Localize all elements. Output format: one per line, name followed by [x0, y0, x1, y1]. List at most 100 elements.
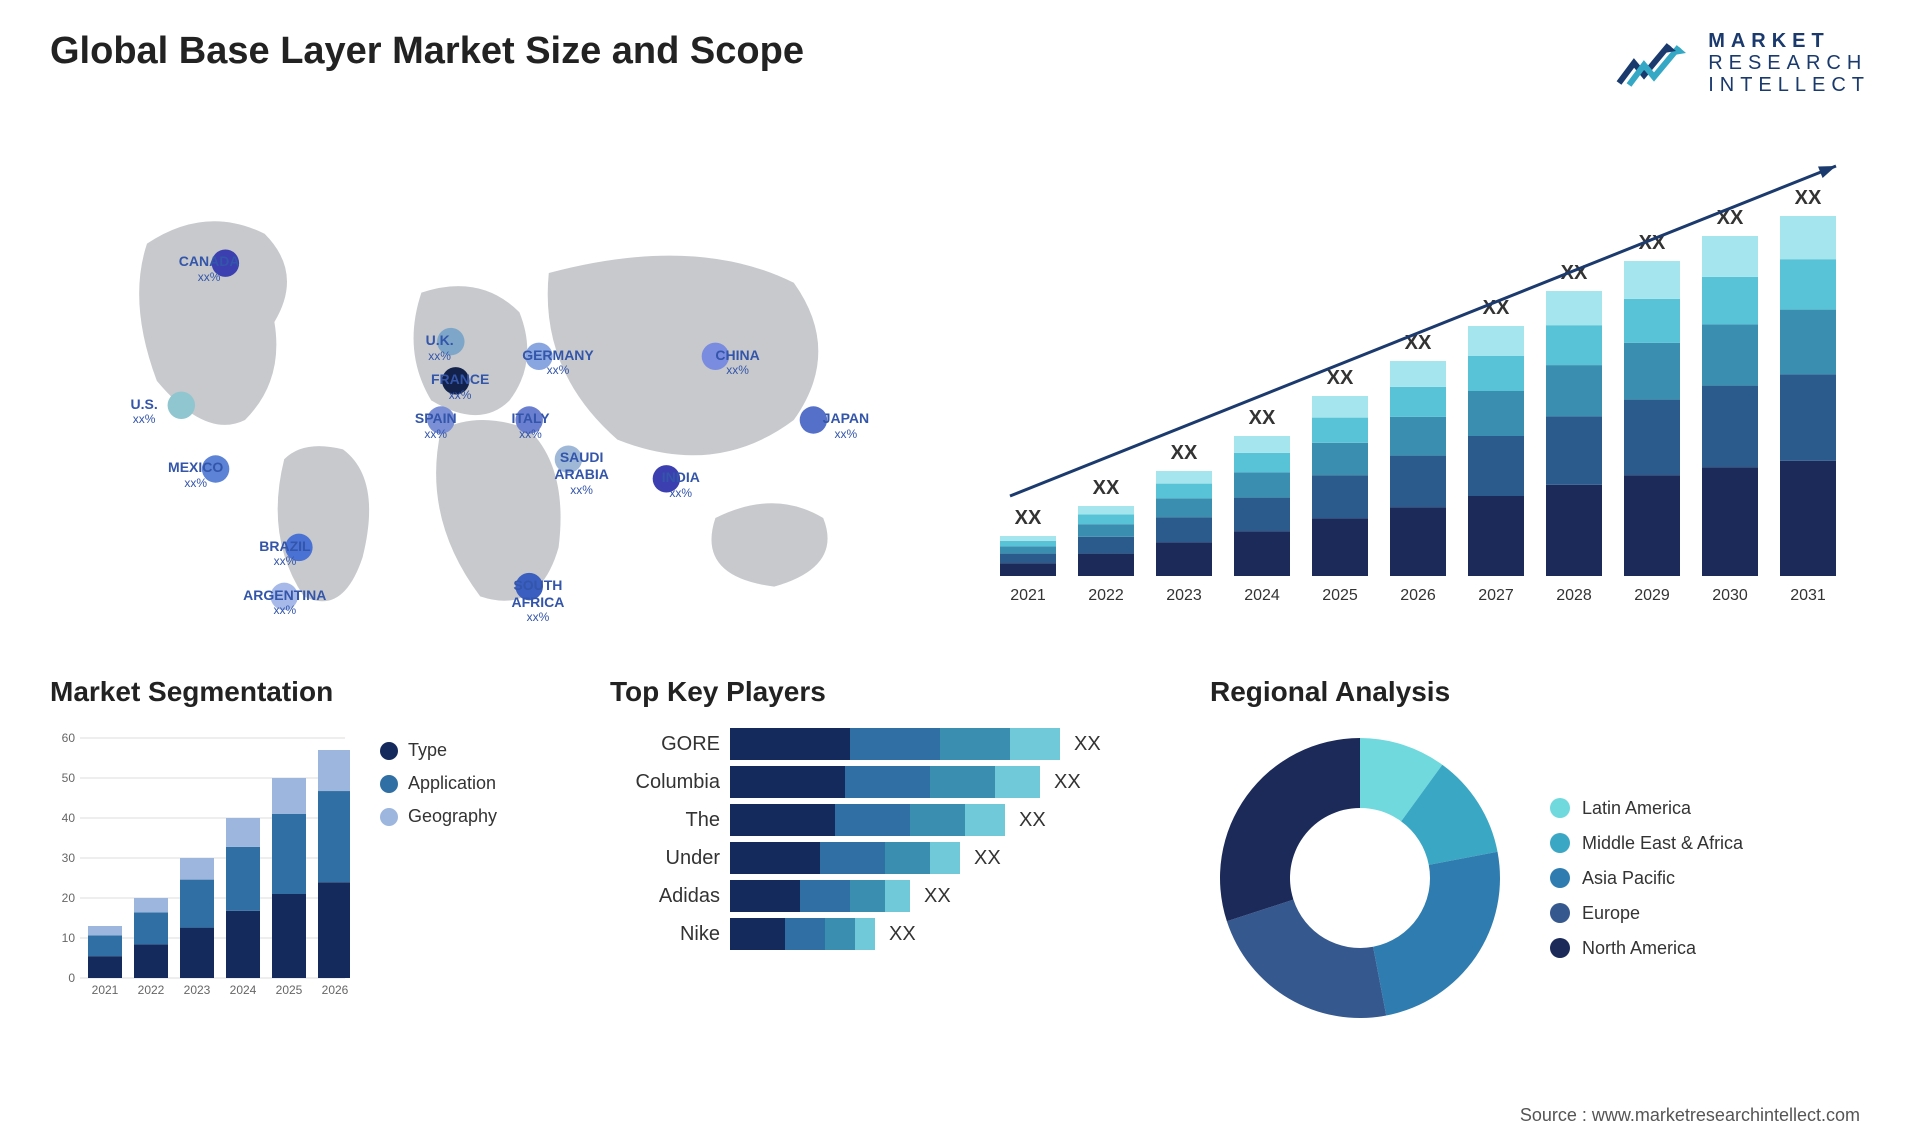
player-bar-seg	[785, 918, 825, 950]
player-bar-seg	[940, 728, 1010, 760]
player-bar-seg	[910, 804, 965, 836]
forecast-bar-seg	[1702, 324, 1758, 385]
map-label: FRANCExx%	[431, 371, 489, 402]
players-chart: GOREXXColumbiaXXTheXXUnderXXAdidasXXNike…	[610, 728, 1170, 950]
seg-year: 2024	[230, 983, 257, 997]
forecast-year: 2027	[1478, 587, 1514, 604]
player-name: Columbia	[610, 771, 730, 794]
seg-bar	[318, 882, 350, 978]
brand-logo: MARKET RESEARCH INTELLECT	[1614, 30, 1870, 96]
seg-bar	[88, 926, 122, 935]
forecast-bar-seg	[1468, 496, 1524, 576]
seg-bar	[180, 858, 214, 880]
seg-ytick: 60	[62, 731, 76, 745]
player-bar	[730, 880, 910, 912]
player-bar-seg	[855, 918, 875, 950]
seg-bar	[318, 750, 350, 791]
forecast-chart: 2021XX2022XX2023XX2024XX2025XX2026XX2027…	[970, 126, 1870, 616]
map-label: U.S.xx%	[130, 396, 157, 427]
forecast-bar-seg	[1546, 291, 1602, 325]
forecast-bar-seg	[1312, 396, 1368, 418]
seg-year: 2021	[92, 983, 119, 997]
seg-year: 2023	[184, 983, 211, 997]
map-label: CANADAxx%	[179, 253, 240, 284]
seg-bar	[318, 791, 350, 882]
map-label: SAUDIARABIAxx%	[554, 449, 608, 497]
forecast-value: XX	[1249, 407, 1276, 429]
forecast-bar-seg	[1546, 365, 1602, 416]
seg-bar	[88, 935, 122, 956]
seg-bar	[226, 847, 260, 911]
player-value: XX	[1060, 733, 1101, 756]
map-label: ARGENTINAxx%	[243, 587, 326, 618]
player-bar	[730, 918, 875, 950]
forecast-bar-seg	[1078, 506, 1134, 514]
player-value: XX	[1005, 809, 1046, 832]
forecast-value: XX	[1717, 207, 1744, 229]
forecast-bar-seg	[1780, 216, 1836, 259]
forecast-bar-seg	[1702, 467, 1758, 576]
map-label: SOUTHAFRICAxx%	[511, 577, 564, 625]
forecast-bar-seg	[1702, 236, 1758, 277]
logo-line2: RESEARCH	[1708, 52, 1870, 74]
forecast-bar-seg	[1156, 484, 1212, 499]
forecast-bar-seg	[1624, 299, 1680, 343]
forecast-year: 2028	[1556, 587, 1592, 604]
player-bar-seg	[730, 804, 835, 836]
logo-line3: INTELLECT	[1708, 74, 1870, 96]
player-bar-seg	[820, 842, 885, 874]
regional-legend-item: Europe	[1550, 903, 1743, 924]
regional-donut	[1210, 728, 1510, 1028]
player-value: XX	[1040, 771, 1081, 794]
seg-bar	[226, 818, 260, 847]
forecast-year: 2031	[1790, 587, 1826, 604]
player-bar	[730, 804, 1005, 836]
seg-bar	[180, 928, 214, 978]
player-bar-seg	[885, 842, 930, 874]
forecast-bar-seg	[1390, 507, 1446, 576]
player-bar-seg	[730, 842, 820, 874]
player-bar	[730, 842, 960, 874]
forecast-bar-seg	[1780, 374, 1836, 460]
player-bar-seg	[965, 804, 1005, 836]
forecast-bar-seg	[1156, 517, 1212, 542]
player-name: GORE	[610, 733, 730, 756]
seg-bar	[180, 880, 214, 928]
forecast-bar-seg	[1468, 436, 1524, 496]
forecast-bar-seg	[1624, 400, 1680, 476]
player-row: TheXX	[610, 804, 1170, 836]
forecast-bar-seg	[1156, 498, 1212, 517]
player-row: GORE XX	[610, 728, 1170, 760]
map-label: JAPANxx%	[823, 410, 869, 441]
page-title: Global Base Layer Market Size and Scope	[50, 30, 804, 73]
forecast-bar-seg	[1546, 485, 1602, 576]
player-value: XX	[875, 923, 916, 946]
seg-ytick: 20	[62, 891, 76, 905]
forecast-bar-seg	[1312, 418, 1368, 443]
player-bar-seg	[930, 842, 960, 874]
forecast-bar-seg	[1546, 325, 1602, 365]
map-label: MEXICOxx%	[168, 459, 223, 490]
seg-ytick: 30	[62, 851, 76, 865]
forecast-bar-seg	[1078, 514, 1134, 524]
forecast-year: 2026	[1400, 587, 1436, 604]
forecast-year: 2030	[1712, 587, 1748, 604]
player-bar-seg	[730, 766, 845, 798]
player-row: UnderXX	[610, 842, 1170, 874]
forecast-year: 2024	[1244, 587, 1280, 604]
trend-arrowhead	[1818, 166, 1836, 178]
forecast-year: 2021	[1010, 587, 1046, 604]
map-country	[168, 392, 195, 419]
regional-title: Regional Analysis	[1210, 676, 1870, 708]
regional-legend-item: Latin America	[1550, 798, 1743, 819]
players-title: Top Key Players	[610, 676, 1170, 708]
donut-slice	[1227, 900, 1386, 1018]
seg-ytick: 50	[62, 771, 76, 785]
seg-ytick: 10	[62, 931, 76, 945]
seg-legend-item: Geography	[380, 806, 497, 827]
player-bar-seg	[835, 804, 910, 836]
donut-slice	[1220, 738, 1360, 921]
player-bar-seg	[995, 766, 1040, 798]
forecast-bar-seg	[1000, 536, 1056, 541]
player-bar-seg	[850, 880, 885, 912]
